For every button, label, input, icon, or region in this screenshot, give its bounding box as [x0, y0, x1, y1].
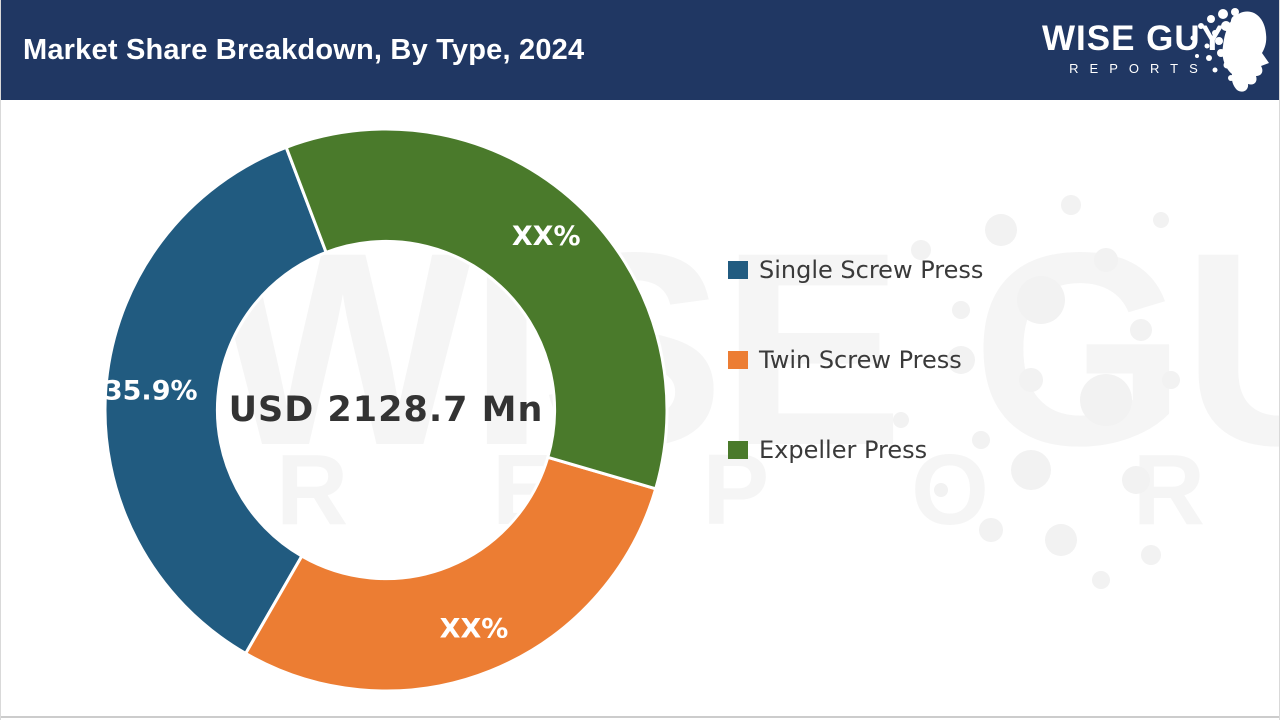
legend-label: Single Screw Press	[759, 256, 984, 284]
slice-label-twin-screw-press: XX%	[440, 614, 509, 645]
legend-item-expeller-press: Expeller Press	[728, 436, 983, 464]
watermark-dotted-head	[893, 195, 1180, 589]
slice-label-expeller-press: XX%	[512, 221, 581, 252]
donut-slice-single-screw-press	[103, 145, 328, 655]
logo-subtitle: REPORTS	[1069, 61, 1209, 76]
bottom-divider	[1, 716, 1279, 718]
donut-slice-expeller-press	[284, 127, 669, 491]
legend-swatch-single-screw-press	[728, 261, 748, 279]
wise-guy-reports-logo: WISE GUY REPORTS	[1031, 6, 1271, 94]
page-title: Market Share Breakdown, By Type, 2024	[23, 34, 585, 66]
legend-label: Expeller Press	[759, 436, 928, 464]
legend-swatch-twin-screw-press	[728, 351, 748, 369]
chart-legend: Single Screw Press Twin Screw Press Expe…	[728, 256, 983, 464]
legend-label: Twin Screw Press	[759, 346, 962, 374]
header: Market Share Breakdown, By Type, 2024 WI…	[1, 0, 1279, 100]
watermark-text-secondary: R E P O R T S	[276, 434, 1279, 546]
slice-label-single-screw-press: 35.9%	[104, 376, 198, 407]
legend-item-single-screw-press: Single Screw Press	[728, 256, 983, 284]
legend-swatch-expeller-press	[728, 441, 748, 459]
logo-face-icon	[1190, 8, 1269, 92]
donut-slice-twin-screw-press	[244, 455, 658, 693]
chart-center-value: USD 2128.7 Mn	[228, 390, 544, 430]
legend-item-twin-screw-press: Twin Screw Press	[728, 346, 983, 374]
donut-chart: 35.9% XX% XX%	[103, 127, 669, 693]
